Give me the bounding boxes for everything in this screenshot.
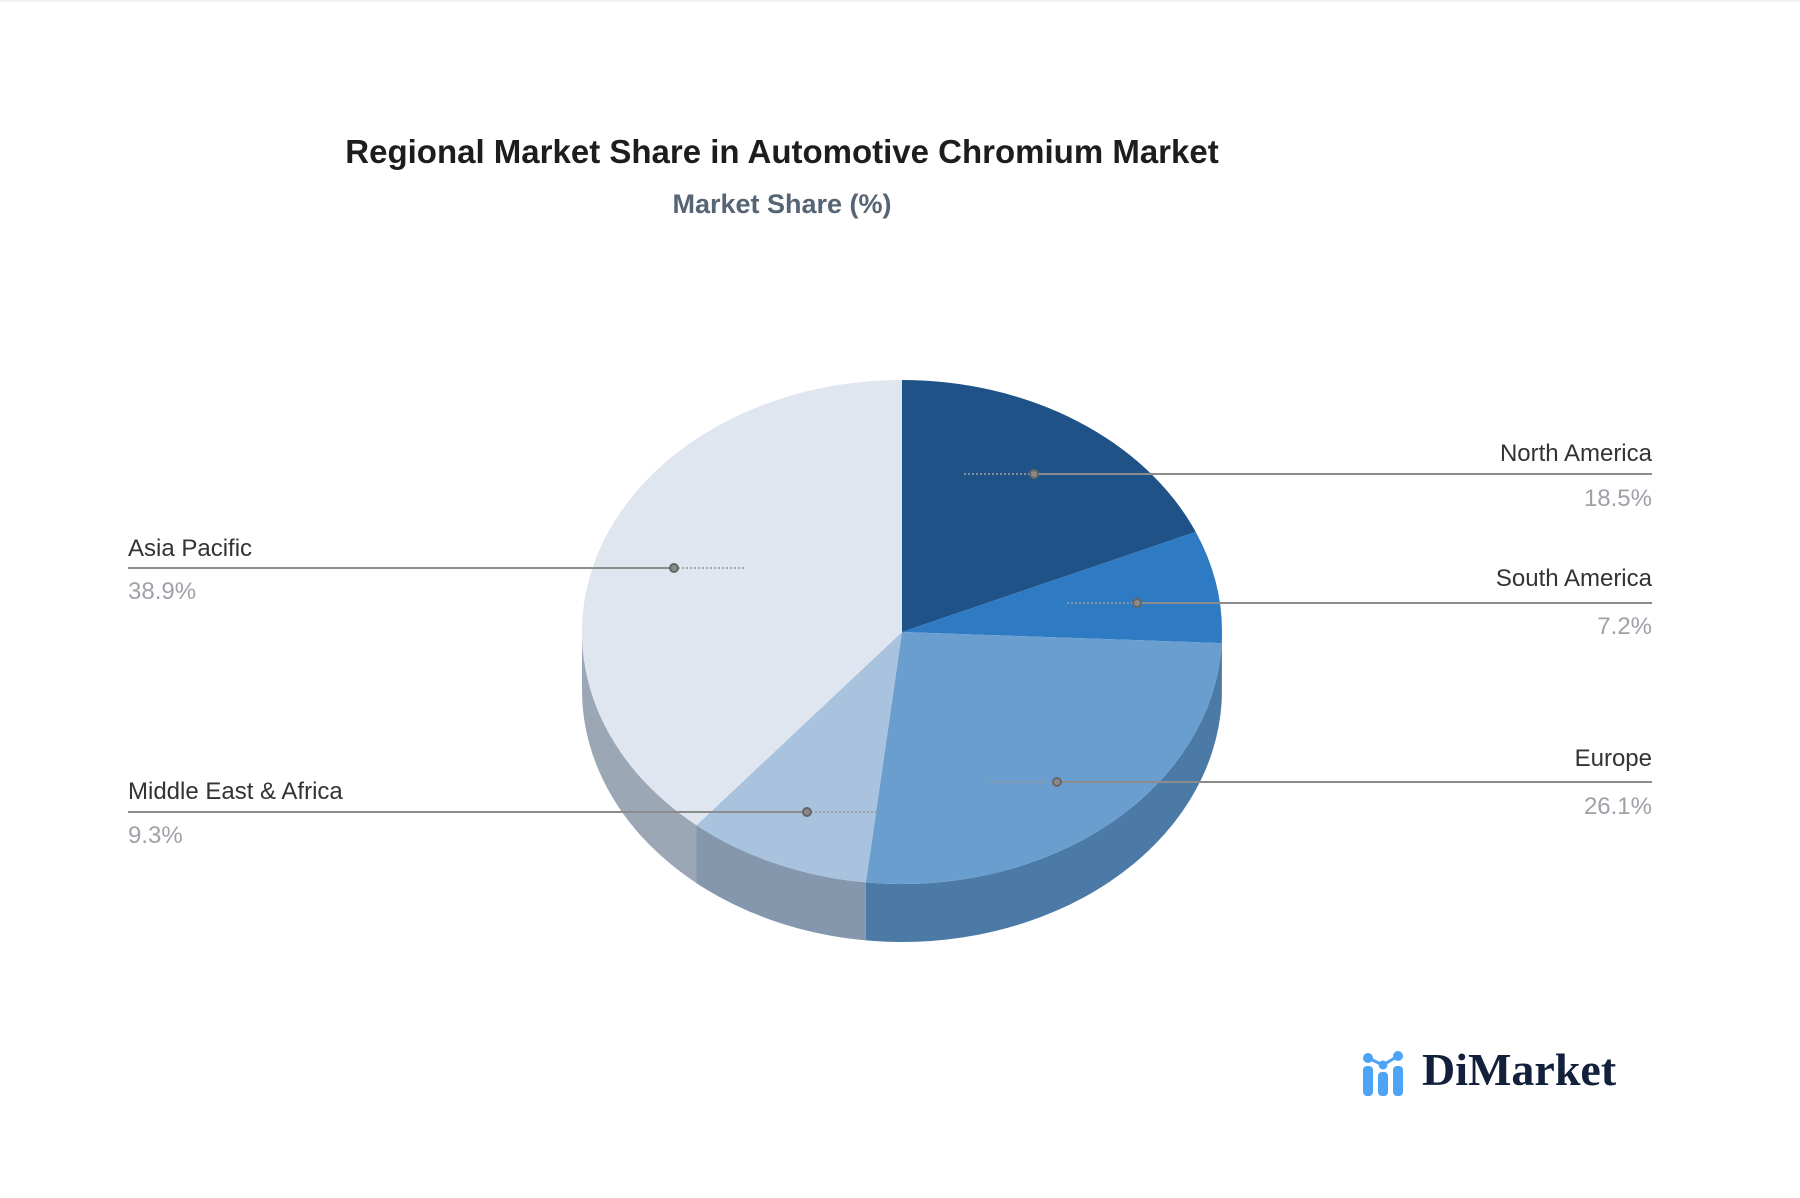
leader-line-south-america-inner (1067, 602, 1137, 604)
leader-dot-north-america (1029, 469, 1039, 479)
leader-line-north-america (1034, 473, 1652, 475)
logo-text: DiMarket (1422, 1044, 1616, 1096)
pie-slice-europe[interactable] (866, 632, 1222, 884)
leader-line-middle-east-africa-inner (807, 811, 877, 813)
leader-line-north-america-inner (964, 473, 1034, 475)
label-asia-pacific-value: 38.9% (128, 576, 196, 608)
label-europe-name: Europe (1575, 743, 1652, 775)
leader-line-europe (1057, 781, 1652, 783)
label-north-america-name: North America (1500, 438, 1652, 470)
dimarket-logo: DiMarket (1360, 1042, 1660, 1112)
leader-line-asia-pacific-inner (674, 567, 744, 569)
leader-dot-middle-east-africa (802, 807, 812, 817)
leader-line-europe-inner (987, 781, 1057, 783)
label-middle-east-africa-name: Middle East & Africa (128, 776, 343, 808)
label-europe-value: 26.1% (1584, 791, 1652, 823)
label-asia-pacific-name: Asia Pacific (128, 533, 252, 565)
label-south-america-name: South America (1496, 563, 1652, 595)
label-middle-east-africa-value: 9.3% (128, 820, 183, 852)
logo-bars-icon (1360, 1048, 1412, 1100)
leader-dot-asia-pacific (669, 563, 679, 573)
leader-line-asia-pacific (128, 567, 674, 569)
label-south-america-value: 7.2% (1597, 611, 1652, 643)
leader-dot-europe (1052, 777, 1062, 787)
leader-line-middle-east-africa (128, 811, 807, 813)
leader-line-south-america (1137, 602, 1652, 604)
leader-dot-south-america (1132, 598, 1142, 608)
label-north-america-value: 18.5% (1584, 483, 1652, 515)
